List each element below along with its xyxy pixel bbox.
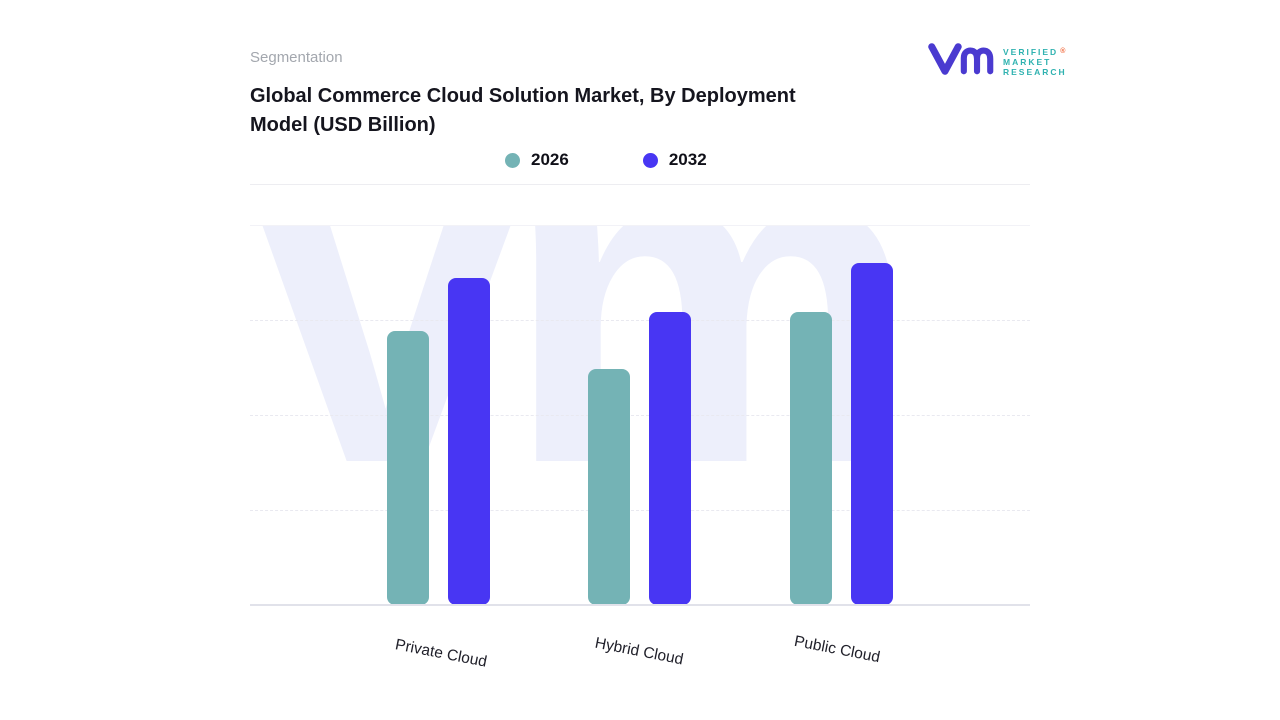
legend-swatch <box>505 152 520 168</box>
vmr-logo-line-2: MARKET <box>1003 56 1052 67</box>
vmr-logo-line-3: RESEARCH <box>1003 66 1067 77</box>
vmr-logo-line-1: VERIFIED ® <box>1003 46 1066 57</box>
legend-item-2032[interactable]: 2032 <box>642 150 707 170</box>
category-label-public-cloud: Public Cloud <box>792 632 882 667</box>
legend-item-2026[interactable]: 2026 <box>505 150 569 170</box>
gridline <box>250 320 1030 321</box>
x-axis-baseline <box>250 604 1030 606</box>
bar-2032-public-cloud[interactable] <box>851 263 893 605</box>
bar-2026-private-cloud[interactable] <box>387 331 429 605</box>
registered-trademark-icon: ® <box>1060 47 1066 55</box>
chart-title: Global Commerce Cloud Solution Market, B… <box>250 82 890 140</box>
vmr-logo-text: VERIFIED ® MARKET RESEARCH <box>1003 47 1067 77</box>
vmr-monogram-icon <box>928 40 994 83</box>
bar-2026-public-cloud[interactable] <box>790 312 832 605</box>
chart-title-line2: Model (USD Billion) <box>250 114 436 136</box>
plot-area: vm <box>250 225 1030 605</box>
legend-label: 2032 <box>668 150 707 169</box>
legend-label: 2026 <box>531 150 569 169</box>
category-label-private-cloud: Private Cloud <box>393 636 489 671</box>
bar-2032-hybrid-cloud[interactable] <box>649 312 691 605</box>
gridline-top <box>250 225 1030 226</box>
bar-group-hybrid-cloud <box>588 312 692 605</box>
segmentation-eyebrow: Segmentation <box>250 49 343 66</box>
chart-legend: 2026 2032 <box>505 150 707 170</box>
gridline <box>250 415 1030 416</box>
legend-divider <box>250 184 1030 185</box>
gridline <box>250 510 1030 511</box>
bar-group-private-cloud <box>387 278 491 605</box>
chart-title-line1: Global Commerce Cloud Solution Market, B… <box>250 85 796 107</box>
bar-group-public-cloud <box>790 263 894 605</box>
bar-2032-private-cloud[interactable] <box>448 278 490 605</box>
bar-2026-hybrid-cloud[interactable] <box>588 369 630 605</box>
legend-swatch <box>642 152 658 168</box>
category-label-hybrid-cloud: Hybrid Cloud <box>593 634 685 669</box>
vmr-logo[interactable]: VERIFIED ® MARKET RESEARCH <box>928 40 1067 83</box>
